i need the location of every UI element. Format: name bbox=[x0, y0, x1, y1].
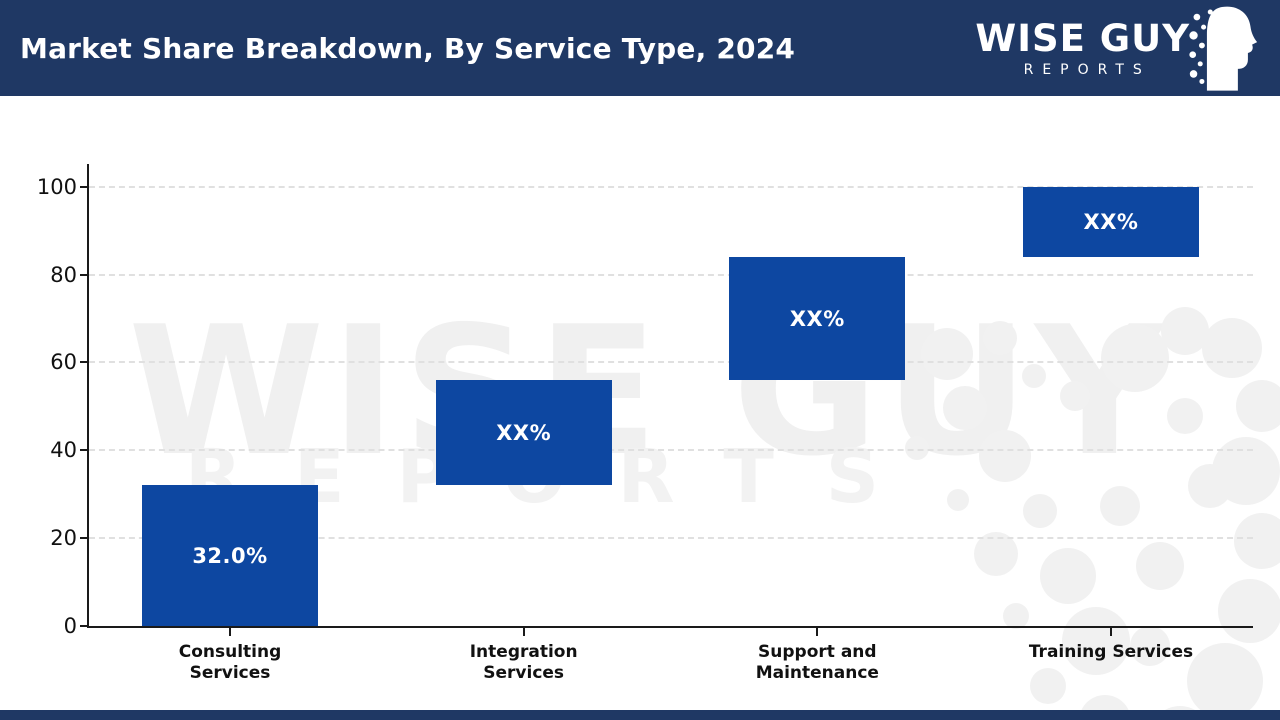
chart-title: Market Share Breakdown, By Service Type,… bbox=[20, 31, 796, 65]
x-tickmark bbox=[816, 628, 819, 636]
y-tickmark bbox=[80, 185, 89, 188]
y-tickmark bbox=[80, 449, 89, 452]
x-axis-category-label: Support and Maintenance bbox=[697, 642, 937, 684]
y-gridline bbox=[89, 185, 1253, 188]
bar-value-label: XX% bbox=[496, 420, 552, 445]
header-bar: Market Share Breakdown, By Service Type,… bbox=[0, 0, 1280, 96]
footer-bar bbox=[0, 710, 1280, 720]
x-axis-category-label: Integration Services bbox=[404, 642, 644, 684]
category-label-line: Support and bbox=[758, 642, 877, 662]
y-tickmark bbox=[80, 625, 89, 627]
y-tickmark bbox=[80, 273, 89, 276]
category-label-line: Maintenance bbox=[755, 663, 879, 683]
category-label-line: Consulting bbox=[178, 642, 282, 662]
category-label-line: Integration bbox=[469, 642, 578, 662]
y-tickmark bbox=[80, 361, 89, 364]
x-tickmark bbox=[229, 628, 231, 636]
chart-bar: XX% bbox=[729, 257, 906, 381]
chart-bar: XX% bbox=[1023, 186, 1199, 258]
y-axis-tick-label: 80 bbox=[50, 262, 77, 287]
y-axis-tick-label: 20 bbox=[50, 526, 77, 551]
watermark-dots-pattern bbox=[905, 307, 1280, 720]
logo-subtext: REPORTS bbox=[1023, 61, 1151, 78]
y-gridline bbox=[89, 449, 1253, 452]
category-label-line: Services bbox=[189, 663, 271, 683]
y-gridline bbox=[89, 361, 1253, 364]
wiseguy-logo-text: WISE GUY REPORTS bbox=[975, 20, 1190, 77]
y-axis-tick-label: 100 bbox=[36, 174, 77, 199]
y-gridline bbox=[89, 273, 1253, 276]
x-tickmark bbox=[522, 628, 525, 636]
head-profile-dots-icon bbox=[1189, 6, 1258, 91]
x-axis-category-label: Training Services bbox=[991, 642, 1231, 663]
y-axis-tick-label: 40 bbox=[50, 438, 77, 463]
wiseguy-logo: WISE GUY REPORTS bbox=[975, 2, 1270, 94]
bar-value-label: XX% bbox=[1083, 209, 1139, 234]
bar-value-label: XX% bbox=[789, 306, 845, 331]
category-label-line: Services bbox=[483, 663, 565, 683]
y-axis-tick-label: 60 bbox=[50, 350, 77, 375]
bar-value-label: 32.0% bbox=[192, 543, 268, 568]
y-axis-spine bbox=[87, 164, 89, 628]
plot-area: WISE GUY REPORTS 02040608010032.0%Consul… bbox=[0, 96, 1280, 720]
y-gridline bbox=[89, 537, 1253, 540]
chart-bar: XX% bbox=[435, 380, 612, 486]
category-label-line: Training Services bbox=[1028, 642, 1194, 662]
logo-wordmark: WISE GUY bbox=[975, 16, 1190, 60]
x-tickmark bbox=[1110, 628, 1112, 636]
chart-bar: 32.0% bbox=[142, 485, 318, 626]
x-axis-spine bbox=[87, 626, 1253, 628]
y-tickmark bbox=[80, 537, 89, 540]
x-axis-category-label: Consulting Services bbox=[110, 642, 350, 684]
y-axis-tick-label: 0 bbox=[63, 614, 77, 638]
